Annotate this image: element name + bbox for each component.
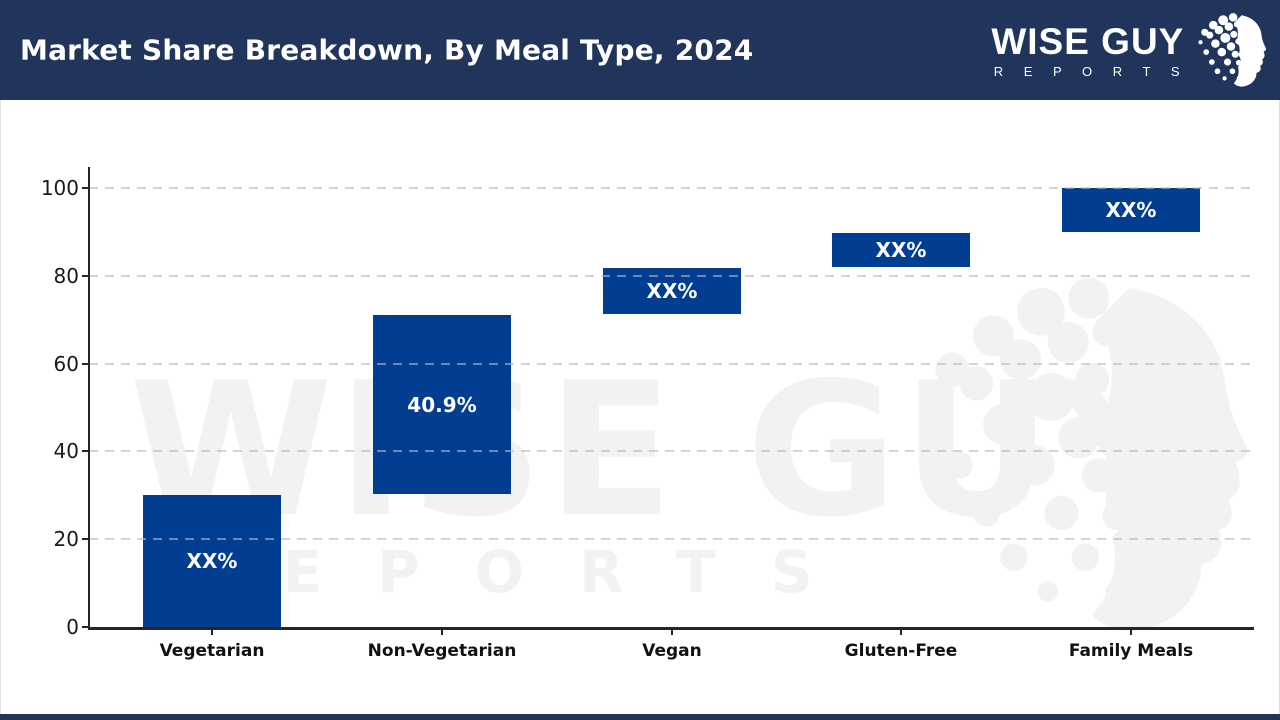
x-category-label: Vegan [642, 641, 702, 661]
bar-value-label: XX% [1105, 198, 1157, 223]
y-axis-line [88, 167, 90, 629]
chart-canvas: WISE GUY REPORTS 0 20 40 60 80 100 XX% 4 [0, 100, 1280, 714]
x-tick-4 [1130, 628, 1132, 635]
bar-value-label: XX% [875, 238, 927, 263]
y-tick-60 [82, 362, 89, 365]
y-tick-80 [82, 274, 89, 277]
bar-non-vegetarian [373, 314, 511, 495]
gridline-20 [89, 538, 1254, 541]
y-tick-label-60: 60 [53, 351, 79, 376]
y-tick-label-40: 40 [53, 439, 79, 464]
x-tick-1 [441, 628, 443, 635]
x-tick-3 [900, 628, 902, 635]
gridline-100 [89, 187, 1254, 189]
gridline-40 [89, 450, 1254, 453]
bar-vegetarian [143, 495, 281, 627]
bar-value-label: XX% [646, 278, 698, 303]
bar-value-label: XX% [186, 549, 238, 574]
gridline-60 [89, 362, 1254, 365]
x-tick-0 [211, 628, 213, 635]
y-tick-40 [82, 450, 89, 453]
brand-name: WISE GUY [991, 20, 1185, 62]
y-tick-label-0: 0 [66, 615, 79, 639]
watermark-text: WISE GUY [129, 342, 1194, 558]
gridline-80 [89, 274, 1254, 277]
chart-title: Market Share Breakdown, By Meal Type, 20… [20, 33, 754, 67]
x-category-label: Vegetarian [159, 641, 265, 661]
footer-bar [0, 714, 1280, 720]
brand-logo: WISE GUY R E P O R T S [988, 4, 1270, 96]
bar-gluten-free [832, 233, 970, 267]
brand-head-icon [1198, 13, 1267, 87]
header-bar: Market Share Breakdown, By Meal Type, 20… [0, 0, 1280, 100]
bar-value-label: 40.9% [407, 392, 477, 417]
y-tick-20 [82, 538, 89, 541]
brand-subtitle: R E P O R T S [993, 63, 1188, 79]
y-tick-0 [82, 626, 89, 628]
brand-logo-text: WISE GUY R E P O R T S [988, 20, 1188, 79]
watermark-subtext: REPORTS [183, 538, 868, 606]
y-tick-label-100: 100 [40, 176, 79, 200]
watermark-head-icon [921, 277, 1247, 631]
x-axis-line [88, 627, 1254, 630]
y-tick-label-80: 80 [53, 263, 79, 288]
bar-family-meals [1062, 188, 1200, 232]
y-tick-label-20: 20 [53, 527, 79, 552]
x-category-label: Non-Vegetarian [367, 641, 517, 661]
x-tick-2 [671, 628, 673, 635]
x-category-label: Family Meals [1068, 641, 1194, 661]
y-tick-100 [82, 187, 89, 189]
x-category-label: Gluten-Free [844, 641, 958, 661]
